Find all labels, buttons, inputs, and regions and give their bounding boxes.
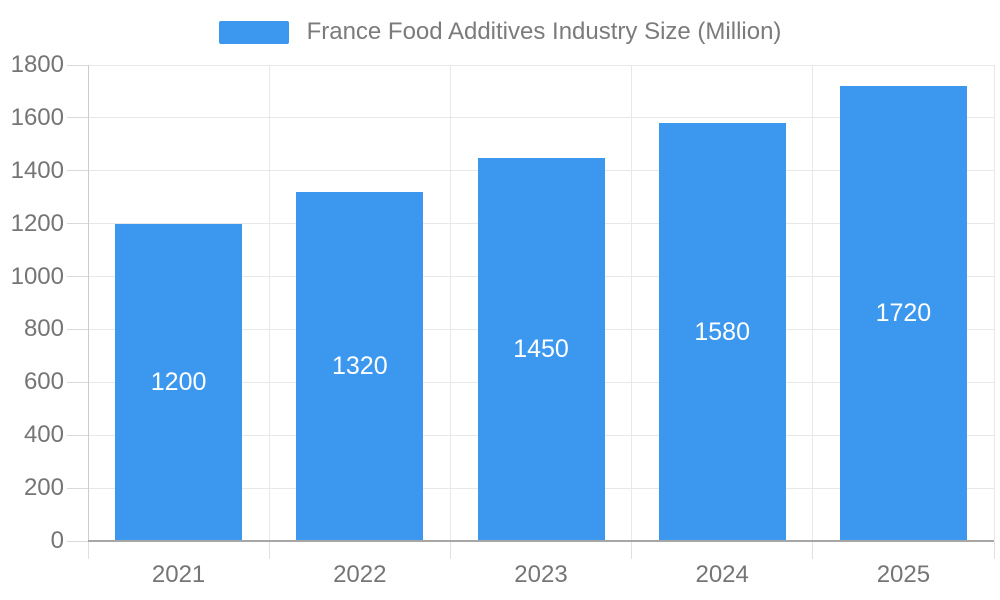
x-axis-tick [631,542,633,559]
x-axis-category-label: 2022 [333,561,387,588]
y-axis-tick-label: 800 [23,315,64,343]
y-axis-tick-label: 200 [23,474,64,502]
x-axis-category-label: 2024 [695,561,749,588]
bar-2025[interactable]: 1720 [839,86,967,541]
y-axis-tick-label: 600 [23,368,64,396]
legend-label: France Food Additives Industry Size (Mil… [306,18,782,45]
y-axis-tick [67,434,88,436]
bar-value-label: 1320 [331,351,388,380]
legend-item[interactable]: France Food Additives Industry Size (Mil… [0,14,1000,50]
gridline-vertical [449,65,451,541]
bar-value-label: 1720 [875,299,932,328]
y-axis-tick-label: 1600 [10,103,64,131]
bar-value-label: 1580 [694,317,750,346]
y-axis-tick [67,117,88,119]
y-axis-tick-label: 400 [23,421,64,449]
gridline-horizontal [88,117,994,119]
y-axis-tick-label: 1800 [10,51,64,78]
y-axis-tick [67,328,88,330]
x-axis-tick [449,542,451,559]
x-axis-line [88,540,994,542]
y-axis-tick [67,381,88,383]
y-axis-tick [67,64,88,66]
bar-2023[interactable]: 1450 [477,157,605,541]
gridline-horizontal [88,64,994,66]
y-axis-tick-label: 1400 [10,156,64,184]
gridline-vertical [631,65,633,541]
y-axis-tick [67,223,88,225]
x-axis-tick [268,542,270,559]
y-axis-tick-label: 0 [50,527,64,554]
y-axis-tick [67,487,88,489]
bar-2024[interactable]: 1580 [658,123,786,541]
bar-value-label: 1450 [513,334,569,363]
gridline-vertical [812,65,814,541]
y-axis-tick [67,276,88,278]
x-axis-tick [87,542,89,559]
y-axis-tick [67,540,88,542]
gridline-vertical [993,65,995,541]
bar-2022[interactable]: 1320 [296,191,424,541]
x-axis-tick [993,542,995,559]
y-axis-tick-label: 1200 [10,209,64,237]
y-axis-tick-label: 1000 [10,262,64,290]
legend-swatch-icon [218,20,289,44]
y-axis-line [88,65,89,541]
x-axis-category-label: 2021 [151,561,206,588]
y-axis-tick [67,170,88,172]
x-axis-tick [812,542,814,559]
gridline-vertical [268,65,270,541]
x-axis-category-label: 2025 [876,561,931,588]
x-axis-category-label: 2023 [514,561,568,588]
bar-value-label: 1200 [150,367,207,396]
bar-2021[interactable]: 1200 [115,223,243,541]
